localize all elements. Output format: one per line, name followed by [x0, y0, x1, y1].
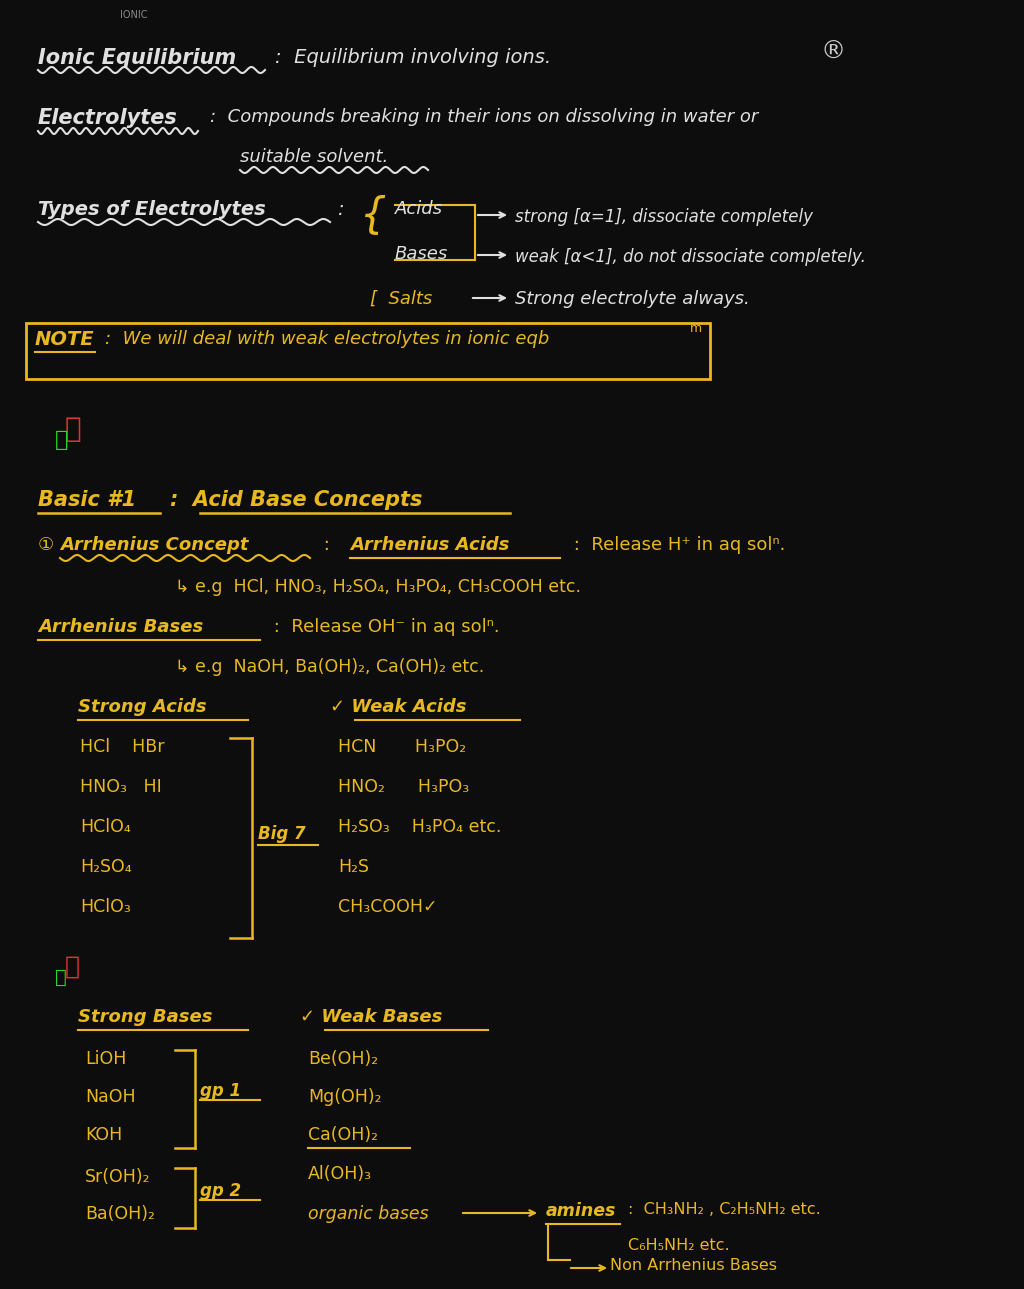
Text: H₂SO₄: H₂SO₄ [80, 858, 132, 877]
Text: 🎵: 🎵 [65, 415, 82, 443]
Text: KOH: KOH [85, 1127, 122, 1145]
Text: Big 7: Big 7 [258, 825, 305, 843]
Text: Sr(OH)₂: Sr(OH)₂ [85, 1168, 151, 1186]
Text: :: : [318, 536, 341, 554]
Text: Be(OH)₂: Be(OH)₂ [308, 1051, 378, 1069]
Text: :  Release H⁺ in aq solⁿ.: : Release H⁺ in aq solⁿ. [568, 536, 785, 554]
Text: ↳ e.g  NaOH, Ba(OH)₂, Ca(OH)₂ etc.: ↳ e.g NaOH, Ba(OH)₂, Ca(OH)₂ etc. [175, 657, 484, 675]
Text: ✓ Weak Acids: ✓ Weak Acids [330, 699, 467, 715]
Text: Strong electrolyte always.: Strong electrolyte always. [515, 290, 750, 308]
Text: :  We will deal with weak electrolytes in ionic eqb: : We will deal with weak electrolytes in… [105, 330, 549, 348]
Text: Arrhenius Concept: Arrhenius Concept [60, 536, 249, 554]
Text: NaOH: NaOH [85, 1088, 135, 1106]
Text: Strong Acids: Strong Acids [78, 699, 207, 715]
Text: :: : [338, 200, 351, 219]
Text: :  Acid Base Concepts: : Acid Base Concepts [170, 490, 422, 510]
Text: :  Equilibrium involving ions.: : Equilibrium involving ions. [275, 48, 551, 67]
Text: 🎸: 🎸 [55, 431, 69, 450]
Text: HNO₂      H₃PO₃: HNO₂ H₃PO₃ [338, 779, 469, 797]
Text: 🎵: 🎵 [65, 955, 80, 980]
Text: organic bases: organic bases [308, 1205, 429, 1223]
Text: CH₃COOH✓: CH₃COOH✓ [338, 898, 437, 916]
Text: amines: amines [546, 1203, 616, 1219]
Text: Strong Bases: Strong Bases [78, 1008, 213, 1026]
Text: Arrhenius Bases: Arrhenius Bases [38, 617, 203, 635]
Text: gp 1: gp 1 [200, 1081, 241, 1100]
Text: Acids: Acids [395, 200, 443, 218]
Text: HCN       H₃PO₂: HCN H₃PO₂ [338, 739, 466, 757]
Text: m: m [690, 322, 702, 335]
Text: LiOH: LiOH [85, 1051, 126, 1069]
Text: Ca(OH)₂: Ca(OH)₂ [308, 1127, 378, 1145]
Text: Electrolytes: Electrolytes [38, 108, 178, 128]
Text: :  Compounds breaking in their ions on dissolving in water or: : Compounds breaking in their ions on di… [210, 108, 758, 126]
Text: Types of Electrolytes: Types of Electrolytes [38, 200, 266, 219]
Text: H₂SO₃    H₃PO₄ etc.: H₂SO₃ H₃PO₄ etc. [338, 819, 502, 837]
Text: Arrhenius Acids: Arrhenius Acids [350, 536, 509, 554]
Text: H₂S: H₂S [338, 858, 369, 877]
Text: Basic #1: Basic #1 [38, 490, 136, 510]
Text: ↳ e.g  HCl, HNO₃, H₂SO₄, H₃PO₄, CH₃COOH etc.: ↳ e.g HCl, HNO₃, H₂SO₄, H₃PO₄, CH₃COOH e… [175, 577, 581, 596]
Text: HCl    HBr: HCl HBr [80, 739, 165, 757]
Text: [  Salts: [ Salts [370, 290, 432, 308]
Text: :  CH₃NH₂ , C₂H₅NH₂ etc.: : CH₃NH₂ , C₂H₅NH₂ etc. [628, 1203, 821, 1217]
Text: Bases: Bases [395, 245, 449, 263]
Text: ✓ Weak Bases: ✓ Weak Bases [300, 1008, 442, 1026]
Text: weak [α<1], do not dissociate completely.: weak [α<1], do not dissociate completely… [515, 247, 866, 266]
Text: HClO₄: HClO₄ [80, 819, 131, 837]
Text: Ionic Equilibrium: Ionic Equilibrium [38, 48, 237, 68]
Text: Al(OH)₃: Al(OH)₃ [308, 1165, 372, 1183]
Text: IONIC: IONIC [120, 10, 147, 21]
Text: gp 2: gp 2 [200, 1182, 241, 1200]
Text: C₆H₅NH₂ etc.: C₆H₅NH₂ etc. [628, 1237, 730, 1253]
Text: {: { [360, 195, 386, 237]
Text: 🎸: 🎸 [55, 968, 67, 987]
Text: suitable solvent.: suitable solvent. [240, 148, 388, 166]
Text: HClO₃: HClO₃ [80, 898, 131, 916]
Text: :  Release OH⁻ in aq solⁿ.: : Release OH⁻ in aq solⁿ. [268, 617, 500, 635]
Text: NOTE: NOTE [35, 330, 94, 349]
Text: ①: ① [38, 536, 54, 554]
Text: Mg(OH)₂: Mg(OH)₂ [308, 1088, 382, 1106]
Text: Non Arrhenius Bases: Non Arrhenius Bases [610, 1258, 777, 1274]
Text: strong [α=1], dissociate completely: strong [α=1], dissociate completely [515, 208, 813, 226]
Text: HNO₃   HI: HNO₃ HI [80, 779, 162, 797]
Text: Ba(OH)₂: Ba(OH)₂ [85, 1205, 155, 1223]
Text: ®: ® [820, 40, 845, 64]
